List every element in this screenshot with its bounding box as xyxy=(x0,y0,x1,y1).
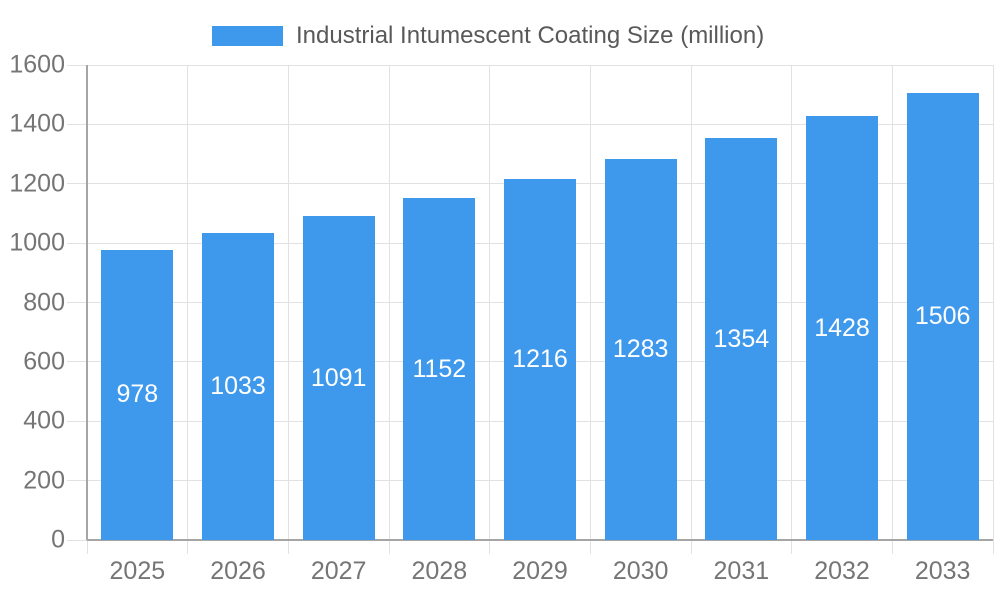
x-gridline xyxy=(388,65,390,554)
x-gridline xyxy=(187,65,189,554)
x-axis-line xyxy=(87,539,993,541)
y-tick-label: 1400 xyxy=(9,109,65,138)
x-tick-label: 2026 xyxy=(210,557,266,585)
x-gridline xyxy=(992,65,994,554)
x-tick-label: 2028 xyxy=(411,557,468,585)
bar: 1152 xyxy=(403,198,476,540)
bar-value-label: 1354 xyxy=(713,324,770,353)
x-tick-label: 2030 xyxy=(612,557,669,585)
bar-value-label: 978 xyxy=(116,380,159,409)
x-gridline xyxy=(690,65,692,554)
bar-value-label: 1091 xyxy=(310,363,367,392)
x-gridline xyxy=(287,65,289,554)
y-gridline xyxy=(67,64,993,66)
y-tick-label: 400 xyxy=(23,406,65,435)
bar: 978 xyxy=(101,249,174,540)
y-tick-label: 0 xyxy=(51,525,65,554)
bar: 1428 xyxy=(806,116,878,540)
chart-legend: Industrial Intumescent Coating Size (mil… xyxy=(212,22,764,50)
bar-value-label: 1506 xyxy=(914,301,971,330)
bar-value-label: 1152 xyxy=(412,354,467,383)
y-tick-label: 200 xyxy=(23,466,65,495)
bar: 1033 xyxy=(202,233,274,540)
legend-swatch-icon xyxy=(212,26,283,46)
y-tick-label: 1000 xyxy=(9,228,65,257)
plot-area: 0 200 400 600 800 1000 1200 1400 1600 978 2025 1033… xyxy=(9,51,994,585)
bar: 1091 xyxy=(302,216,375,540)
x-gridline xyxy=(791,65,793,554)
y-tick-label: 1200 xyxy=(9,169,65,198)
bar-value-label: 1033 xyxy=(210,372,266,401)
bar: 1283 xyxy=(604,159,677,540)
x-tick-label: 2032 xyxy=(814,557,870,585)
bar-value-label: 1428 xyxy=(814,313,870,342)
legend-label: Industrial Intumescent Coating Size (mil… xyxy=(296,22,765,49)
x-gridline xyxy=(589,65,591,554)
x-tick-label: 2027 xyxy=(310,557,367,585)
y-tick-label: 800 xyxy=(23,288,65,316)
bar: 1354 xyxy=(705,138,778,540)
x-tick-label: 2031 xyxy=(713,557,770,585)
x-gridline xyxy=(489,65,491,554)
x-tick-label: 2029 xyxy=(512,557,568,585)
x-tick-label: 2033 xyxy=(914,557,971,585)
y-tick-label: 1600 xyxy=(9,50,65,79)
y-gridline xyxy=(67,123,993,125)
bar-value-label: 1283 xyxy=(612,335,669,364)
bar: 1506 xyxy=(906,92,979,540)
y-tick-label: 600 xyxy=(23,347,65,376)
x-tick-label: 2025 xyxy=(109,557,166,585)
y-axis-line xyxy=(86,65,88,540)
bar: 1216 xyxy=(504,179,576,540)
bar-value-label: 1216 xyxy=(512,345,568,373)
x-gridline xyxy=(891,65,893,554)
